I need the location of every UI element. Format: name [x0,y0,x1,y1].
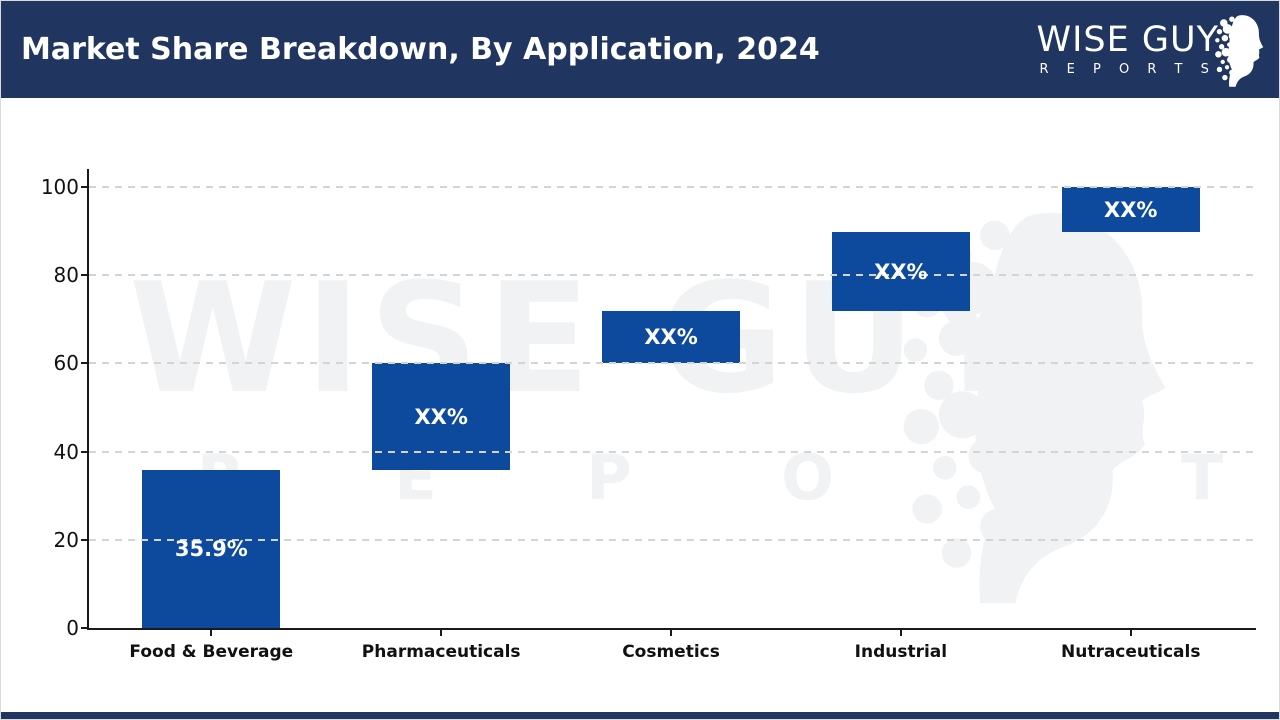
y-tick-mark [81,274,89,277]
x-tick-mark [440,628,443,636]
bar-value-label: XX% [874,259,928,284]
x-tick-mark [670,628,673,636]
bar [142,469,281,628]
brand-logo-text: WISE GUY R E P O R T S [1036,20,1219,78]
x-axis-label: Cosmetics [622,642,720,662]
bar-value-label: XX% [644,325,698,350]
y-tick-label: 100 [40,175,79,199]
bar-value-label: XX% [1104,197,1158,222]
y-tick-label: 20 [53,527,79,552]
brand-name: WISE GUY [1036,20,1219,60]
footer-bar [1,712,1279,719]
x-axis-label: Industrial [854,642,948,662]
bar [602,311,741,364]
bar-value-label: 35.9% [174,536,248,561]
bar-value-label: XX% [414,404,468,429]
y-tick-mark [81,538,89,541]
page-title: Market Share Breakdown, By Application, … [21,32,820,67]
y-tick-label: 60 [53,351,79,376]
gridline [89,450,1254,453]
gridline [89,186,1254,188]
x-axis-label: Pharmaceuticals [361,642,521,662]
bar [831,232,970,312]
y-tick-mark [81,450,89,453]
y-tick-mark [81,186,89,188]
x-axis-label: Nutraceuticals [1060,642,1201,662]
brand-logo: WISE GUY R E P O R T S [1036,9,1267,91]
y-tick-mark [81,362,89,365]
x-tick-mark [210,628,213,636]
y-tick-mark [81,627,89,629]
y-axis-line [87,169,89,630]
bar [1061,187,1200,233]
header-bar: Market Share Breakdown, By Application, … [1,1,1279,98]
gridline [89,362,1254,365]
y-tick-label: 0 [66,616,79,640]
x-axis-label: Food & Beverage [129,642,294,662]
x-tick-mark [1129,628,1132,636]
gridline [89,274,1254,277]
y-tick-label: 80 [53,263,79,288]
y-tick-label: 40 [53,439,79,464]
brand-face-icon [1215,15,1264,87]
brand-subtitle: R E P O R T S [1039,62,1216,77]
gridline [89,538,1254,541]
x-tick-mark [899,628,902,636]
